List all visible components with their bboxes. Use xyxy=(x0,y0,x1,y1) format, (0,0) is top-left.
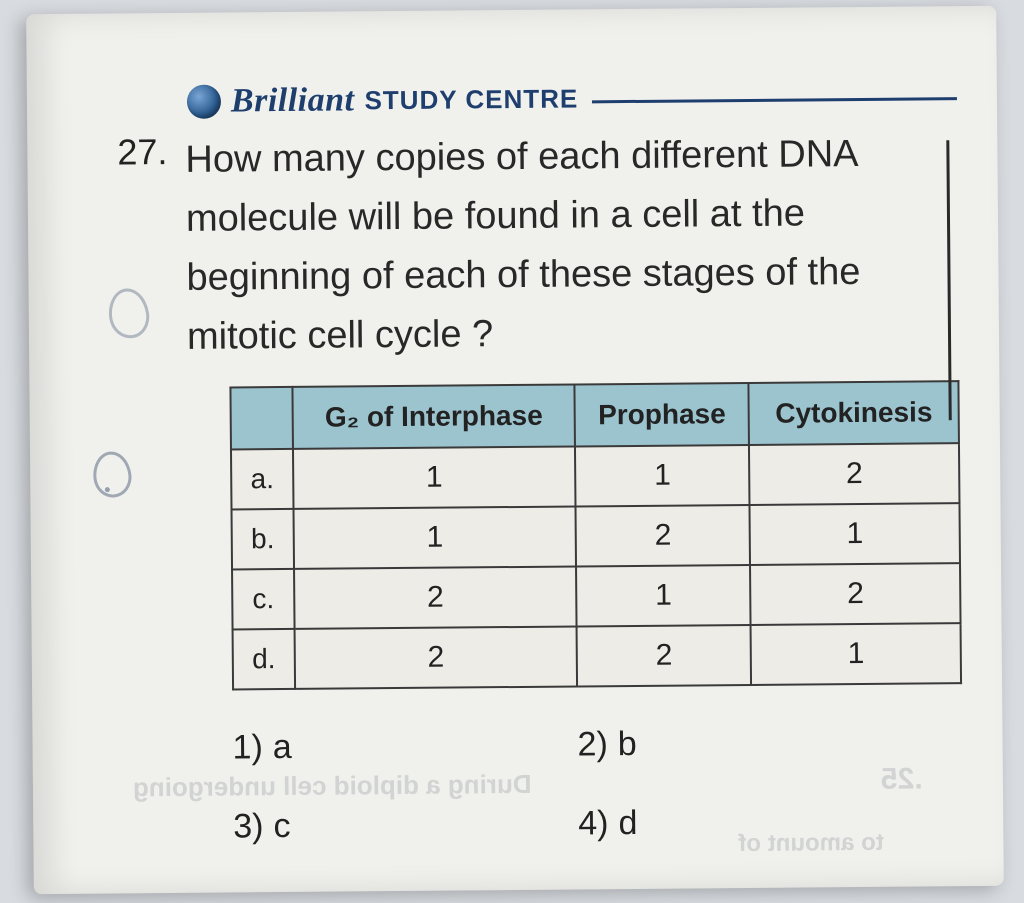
handwritten-mark-icon xyxy=(91,450,134,500)
bleed-through-text: During a diploid cell undergoing xyxy=(133,769,532,803)
globe-icon xyxy=(187,85,221,119)
brand-sub: STUDY CENTRE xyxy=(364,83,578,116)
table-cell: 1 xyxy=(751,623,961,685)
header-rule xyxy=(592,97,957,103)
worksheet-page: Brilliant STUDY CENTRE 27. How many copi… xyxy=(26,6,1004,894)
table-cell: 2 xyxy=(750,563,960,625)
table-row: d. 2 2 1 xyxy=(233,623,961,689)
option-number: 4) xyxy=(578,804,609,843)
table-cell: 2 xyxy=(576,505,751,567)
option-number: 2) xyxy=(577,725,608,764)
option-b[interactable]: 2) b xyxy=(577,722,922,764)
row-label: b. xyxy=(232,508,295,569)
brand-main: Brilliant xyxy=(231,81,355,120)
table-cell: 1 xyxy=(576,565,751,627)
option-number: 1) xyxy=(232,728,263,767)
table-cell: 2 xyxy=(749,443,959,505)
table-cell: 1 xyxy=(750,503,960,565)
brand-header: Brilliant STUDY CENTRE xyxy=(187,76,957,121)
table-row: c. 2 1 2 xyxy=(232,563,960,629)
option-value: d xyxy=(618,804,637,843)
table-cell: 2 xyxy=(294,566,577,628)
table-cell: 1 xyxy=(294,506,577,568)
bleed-through-text: .25 xyxy=(881,762,923,796)
option-c[interactable]: 3) c xyxy=(233,804,578,846)
option-value: c xyxy=(273,807,290,846)
table-cell: 1 xyxy=(293,446,576,508)
table-cell: 2 xyxy=(295,626,578,688)
table-header-cell: G₂ of Interphase xyxy=(292,384,575,448)
question-block: 27. How many copies of each different DN… xyxy=(107,124,959,367)
table-header-row: G₂ of Interphase Prophase Cytokinesis xyxy=(230,381,959,449)
table-header-cell: Cytokinesis xyxy=(749,381,959,445)
table-cell: 2 xyxy=(577,625,752,687)
table-header-cell xyxy=(230,387,293,450)
row-label: d. xyxy=(233,628,296,689)
bleed-through-text: to amount of xyxy=(738,829,884,858)
option-a[interactable]: 1) a xyxy=(232,725,577,767)
question-text: How many copies of each different DNA mo… xyxy=(185,124,927,366)
option-value: a xyxy=(273,728,292,767)
answer-table: G₂ of Interphase Prophase Cytokinesis a.… xyxy=(229,380,962,690)
table-row: b. 1 2 1 xyxy=(232,503,960,569)
table-cell: 1 xyxy=(575,445,750,507)
row-label: c. xyxy=(232,568,295,629)
table-header-cell: Prophase xyxy=(575,383,750,447)
row-label: a. xyxy=(231,448,294,509)
option-number: 3) xyxy=(233,807,264,846)
table-row: a. 1 1 2 xyxy=(231,443,959,509)
option-value: b xyxy=(618,725,637,764)
